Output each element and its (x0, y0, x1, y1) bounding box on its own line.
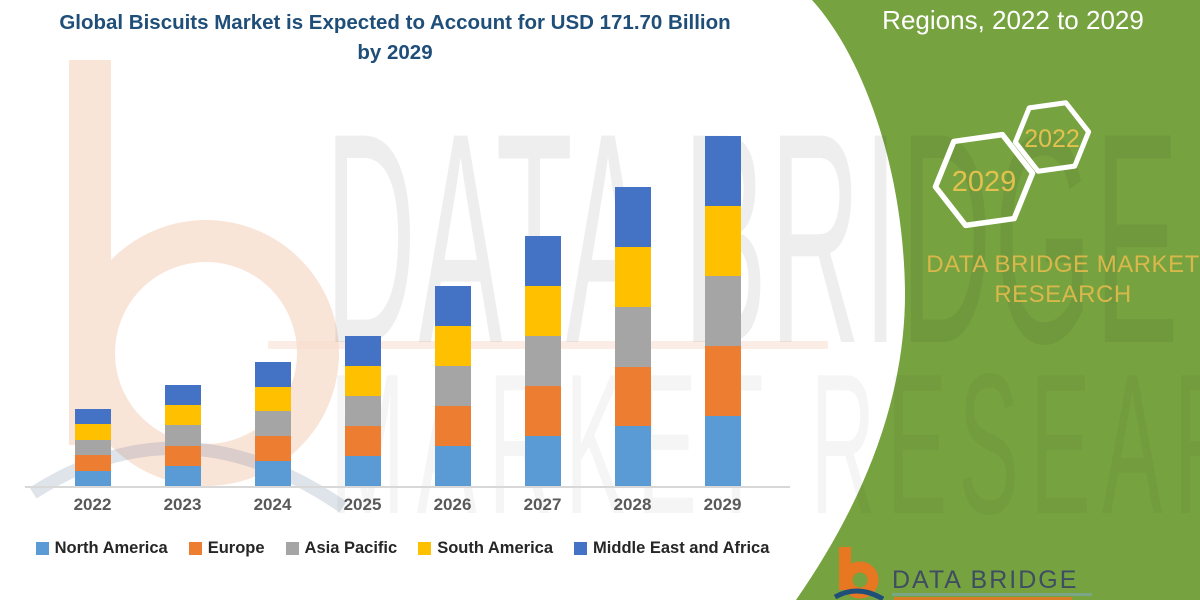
legend-swatch-middle-east-and-africa (574, 542, 588, 555)
bar-segment-south-america-2028 (614, 247, 651, 307)
bar-segment-middle-east-and-africa-2023 (164, 385, 201, 406)
bar-segment-europe-2027 (524, 386, 561, 437)
hexagon-2022-year: 2022 (1024, 125, 1080, 153)
bar-segment-north-america-2024 (254, 461, 291, 486)
x-axis-label-2027: 2027 (523, 495, 562, 514)
bar-2023 (164, 385, 201, 486)
bar-segment-europe-2024 (254, 436, 291, 462)
bar-segment-middle-east-and-africa-2026 (434, 286, 471, 327)
legend-item-middle-east-and-africa: Middle East and Africa (574, 539, 769, 558)
bar-segment-asia-pacific-2027 (524, 336, 561, 387)
x-axis-label-2026: 2026 (433, 495, 472, 514)
side-panel-heading: Regions, 2022 to 2029 (882, 5, 1144, 35)
side-panel-brand-text: DATA BRIDGE MARKET RESEARCH (926, 251, 1200, 308)
legend-label-middle-east-and-africa: Middle East and Africa (593, 539, 770, 557)
legend-swatch-north-america (35, 542, 49, 555)
legend-label-south-america: South America (437, 539, 554, 557)
bar-segment-europe-2025 (344, 426, 381, 457)
bar-segment-middle-east-and-africa-2028 (614, 187, 651, 248)
bar-segment-asia-pacific-2026 (434, 366, 471, 407)
footer-swoosh-icon (834, 588, 884, 600)
bar-segment-europe-2028 (614, 366, 651, 427)
bar-segment-asia-pacific-2022 (74, 439, 111, 456)
legend-label-north-america: North America (54, 539, 168, 557)
bar-segment-middle-east-and-africa-2024 (254, 361, 291, 387)
bar-segment-middle-east-and-africa-2025 (344, 336, 381, 367)
bar-2028 (614, 187, 651, 486)
bar-segment-south-america-2023 (164, 405, 201, 426)
legend-item-europe: Europe (188, 539, 265, 558)
bar-segment-asia-pacific-2024 (254, 411, 291, 437)
hexagon-2029-year: 2029 (952, 166, 1017, 198)
bar-segment-south-america-2027 (524, 286, 561, 337)
bar-segment-asia-pacific-2029 (704, 276, 741, 346)
bar-segment-asia-pacific-2028 (614, 306, 651, 367)
bar-segment-asia-pacific-2025 (344, 396, 381, 427)
bar-segment-south-america-2029 (704, 206, 741, 276)
bar-2027 (524, 236, 561, 486)
footer-underline (892, 593, 1092, 596)
bar-segment-north-america-2028 (614, 426, 651, 486)
legend-swatch-south-america (418, 542, 432, 555)
bar-2025 (344, 336, 381, 486)
legend-label-asia-pacific: Asia Pacific (304, 539, 398, 557)
bar-segment-europe-2023 (164, 445, 201, 466)
bar-segment-north-america-2023 (164, 465, 201, 486)
legend-label-europe: Europe (207, 539, 265, 557)
bar-segment-south-america-2025 (344, 366, 381, 397)
bar-segment-middle-east-and-africa-2027 (524, 236, 561, 287)
bar-segment-asia-pacific-2023 (164, 425, 201, 446)
bar-segment-europe-2029 (704, 346, 741, 416)
bar-2022 (74, 408, 111, 486)
chart-title: Global Biscuits Market is Expected to Ac… (59, 11, 731, 64)
legend-swatch-asia-pacific (285, 542, 299, 555)
bar-segment-south-america-2022 (74, 424, 111, 440)
x-axis-label-2028: 2028 (613, 495, 652, 514)
bar-2026 (434, 286, 471, 486)
bar-segment-middle-east-and-africa-2022 (74, 408, 111, 425)
bar-segment-middle-east-and-africa-2029 (704, 136, 741, 206)
legend-item-north-america: North America (35, 539, 168, 558)
legend-item-south-america: South America (418, 539, 553, 558)
x-axis-label-2022: 2022 (73, 495, 112, 514)
x-axis-label-2023: 2023 (163, 495, 202, 514)
green-panel-path (796, 0, 1200, 600)
bar-segment-north-america-2026 (434, 446, 471, 486)
bar-segment-europe-2026 (434, 406, 471, 447)
watermark-b-logo-icon (29, 60, 347, 513)
hexagon-2029-icon (932, 131, 1036, 229)
bar-segment-europe-2022 (74, 455, 111, 471)
bar-2029 (704, 136, 741, 486)
x-axis-label-2029: 2029 (703, 495, 742, 514)
footer-substrip (894, 597, 1072, 600)
hexagon-2022-icon (1012, 100, 1092, 174)
bar-segment-north-america-2022 (74, 470, 111, 486)
legend-swatch-europe (188, 542, 202, 555)
bar-segment-south-america-2026 (434, 326, 471, 367)
legend: North America Europe Asia Pacific South Ame… (25, 539, 780, 558)
x-axis-label-2024: 2024 (253, 495, 292, 514)
x-axis-label-2025: 2025 (343, 495, 382, 514)
footer-logo-icon (834, 547, 884, 600)
bar-segment-north-america-2025 (344, 456, 381, 486)
x-axis-line (25, 486, 790, 488)
bar-segment-north-america-2029 (704, 416, 741, 486)
bar-segment-north-america-2027 (524, 436, 561, 486)
bar-segment-south-america-2024 (254, 386, 291, 412)
bar-2024 (254, 361, 291, 486)
footer-brand-text: DATA BRIDGE (892, 566, 1079, 594)
legend-item-asia-pacific: Asia Pacific (285, 539, 398, 558)
